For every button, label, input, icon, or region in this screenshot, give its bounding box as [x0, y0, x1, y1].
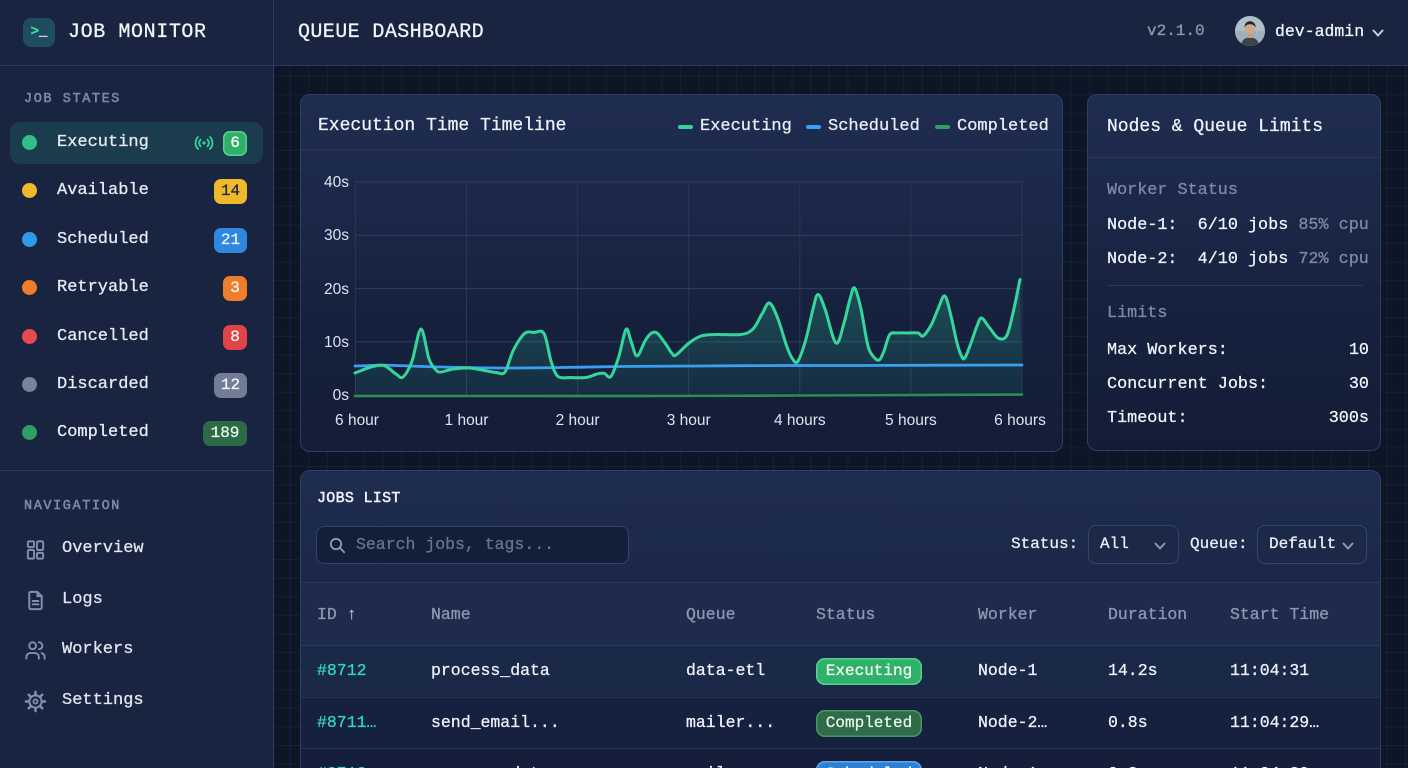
svg-text:5 hours: 5 hours — [885, 412, 937, 429]
svg-text:2 hour: 2 hour — [556, 412, 600, 429]
svg-text:4 hours: 4 hours — [774, 412, 826, 429]
svg-text:20s: 20s — [324, 281, 349, 298]
svg-text:6 hour: 6 hour — [335, 412, 379, 429]
svg-text:10s: 10s — [324, 334, 349, 351]
svg-text:40s: 40s — [324, 174, 349, 191]
svg-text:30s: 30s — [324, 227, 349, 244]
svg-text:6 hours: 6 hours — [994, 412, 1046, 429]
svg-text:0s: 0s — [333, 387, 350, 404]
svg-text:3 hour: 3 hour — [667, 412, 711, 429]
svg-text:1 hour: 1 hour — [445, 412, 489, 429]
